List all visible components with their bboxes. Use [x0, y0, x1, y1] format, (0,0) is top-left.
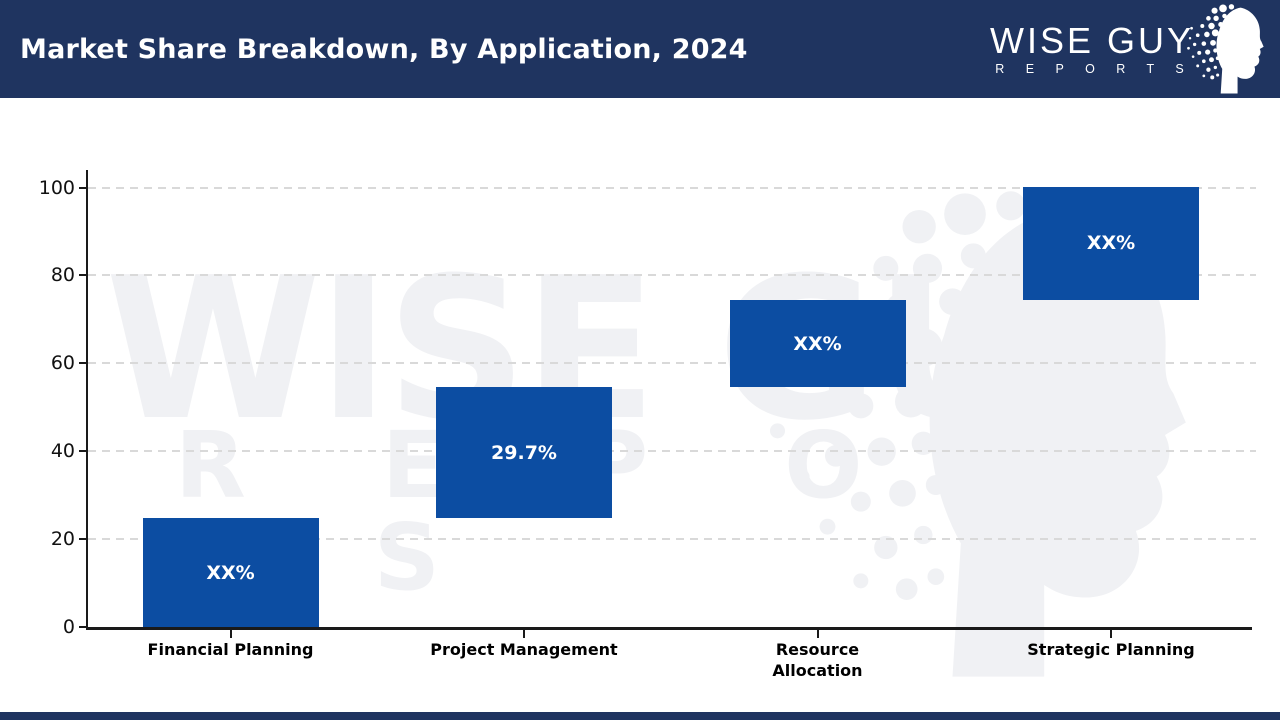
x-axis-line — [86, 627, 1252, 630]
x-tick-project-management — [523, 629, 525, 638]
gridline-20 — [88, 538, 1256, 541]
watermark-reports-text: R E P O R T S — [175, 412, 1122, 611]
brand-subtitle: R E P O R T S — [995, 61, 1193, 76]
x-tick-resource-allocation — [816, 629, 819, 638]
brand-logo-text: WISE GUY R E P O R T S — [989, 19, 1194, 76]
page-title: Market Share Breakdown, By Application, … — [20, 33, 748, 65]
gridline-60 — [88, 362, 1256, 365]
y-tick-label-20: 20 — [50, 528, 75, 551]
bar-financial-planning: XX% — [142, 518, 319, 627]
y-tick-40 — [79, 450, 87, 453]
bar-strategic-planning: XX% — [1023, 186, 1199, 300]
y-tick-100 — [79, 186, 87, 189]
footer-band — [0, 712, 1280, 720]
brand-logo: WISE GUY R E P O R T S — [990, 3, 1266, 95]
category-label-financial-planning: Financial Planning — [147, 640, 314, 659]
bar-value-label-project-management: 29.7% — [491, 441, 557, 464]
category-label-resource-allocation: Resource Allocation — [772, 640, 863, 680]
y-tick-label-100: 100 — [38, 176, 75, 199]
bar-value-label-resource-allocation: XX% — [793, 332, 842, 355]
category-label-project-management: Project Management — [430, 640, 618, 659]
y-tick-label-80: 80 — [50, 264, 75, 287]
bar-value-label-strategic-planning: XX% — [1086, 232, 1136, 255]
gridline-40 — [88, 450, 1256, 453]
bar-value-label-financial-planning: XX% — [206, 561, 255, 584]
y-axis-line — [86, 170, 88, 629]
category-label-strategic-planning: Strategic Planning — [1027, 640, 1195, 659]
y-tick-20 — [79, 538, 87, 541]
bar-project-management: 29.7% — [436, 387, 612, 519]
y-tick-label-40: 40 — [50, 440, 75, 463]
header-band: Market Share Breakdown, By Application, … — [0, 0, 1280, 98]
gridline-80 — [88, 274, 1256, 277]
x-tick-financial-planning — [229, 629, 232, 638]
y-tick-label-60: 60 — [50, 352, 75, 375]
brand-name: WISE GUY — [989, 19, 1194, 61]
y-tick-80 — [79, 274, 87, 277]
x-tick-strategic-planning — [1110, 629, 1112, 638]
y-tick-0 — [79, 626, 87, 628]
y-tick-label-0: 0 — [62, 616, 75, 638]
gridline-100 — [88, 186, 1256, 189]
y-tick-60 — [79, 362, 87, 365]
watermark-brand-text: WISE GUY — [105, 236, 1171, 464]
bar-resource-allocation: XX% — [729, 300, 906, 388]
brand-head-dots-icon — [1180, 3, 1266, 95]
